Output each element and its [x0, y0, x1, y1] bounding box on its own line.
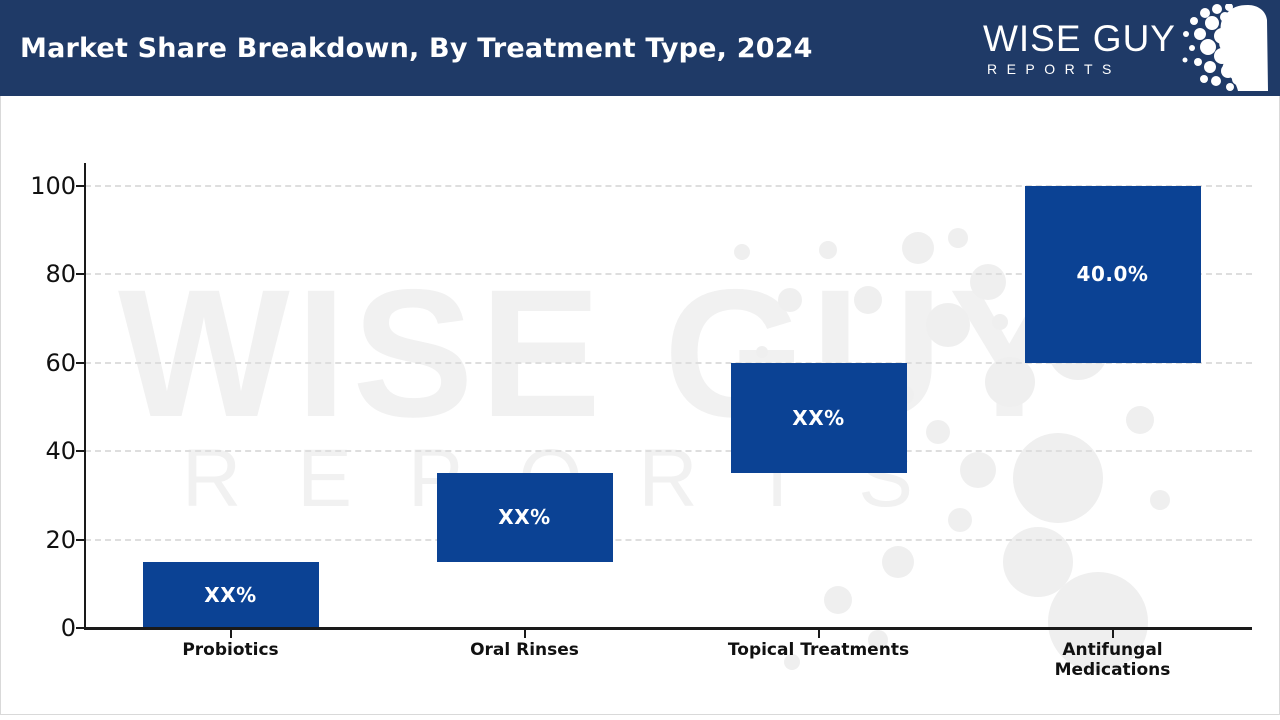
watermark-dot	[854, 286, 882, 314]
gridline	[85, 273, 1252, 276]
watermark-dot	[824, 586, 852, 614]
y-axis-tick-label: 100	[30, 172, 76, 200]
bar-value-label: XX%	[204, 582, 257, 607]
y-tick-mark	[76, 361, 85, 364]
x-tick-mark	[523, 630, 526, 638]
watermark-dot	[868, 630, 888, 650]
watermark-dot	[734, 244, 750, 260]
watermark-dot	[1048, 572, 1148, 672]
watermark-dot	[882, 546, 914, 578]
x-tick-mark	[1111, 630, 1114, 638]
x-axis-line	[84, 627, 1252, 630]
gridline	[85, 185, 1252, 187]
x-tick-mark	[229, 630, 232, 638]
brand-subname: REPORTS	[986, 61, 1121, 77]
x-axis-category-label: Topical Treatments	[727, 640, 910, 660]
watermark-dot	[926, 303, 970, 347]
x-axis-category-label: Antifungal Medications	[1054, 640, 1171, 680]
watermark-dot	[948, 228, 968, 248]
bar-value-label: 40.0%	[1076, 262, 1149, 287]
y-tick-mark	[76, 627, 85, 629]
logo-face-icon	[1182, 4, 1268, 91]
x-axis-category-label: Probiotics	[182, 640, 279, 660]
x-axis-category-label: Oral Rinses	[470, 640, 579, 660]
y-tick-mark	[76, 185, 85, 187]
watermark-dot	[985, 357, 1035, 407]
gridline	[85, 361, 1252, 364]
watermark-dot	[784, 654, 800, 670]
bar: XX%	[730, 362, 907, 474]
watermark-brand-text: WISE GUY	[118, 251, 1077, 455]
y-axis-tick-label: 20	[45, 525, 76, 554]
watermark-dot	[819, 241, 837, 259]
y-tick-mark	[76, 450, 85, 453]
watermark-dot	[992, 314, 1008, 330]
y-tick-mark	[76, 273, 85, 276]
watermark-dot	[1126, 406, 1154, 434]
watermark-dot	[948, 508, 972, 532]
watermark-dot	[970, 264, 1006, 300]
y-axis-tick-label: 0	[60, 614, 76, 642]
brand-logo-text: WISE GUY REPORTS	[983, 20, 1176, 76]
watermark-dot	[902, 232, 934, 264]
watermark-dot	[1150, 490, 1170, 510]
watermark-dot	[778, 288, 802, 312]
y-axis-tick-label: 40	[45, 437, 76, 466]
gridline	[85, 450, 1252, 453]
y-axis-tick-label: 60	[45, 348, 76, 377]
bar: XX%	[142, 561, 319, 628]
x-tick-mark	[817, 630, 820, 638]
gridline	[85, 538, 1252, 541]
bar: 40.0%	[1024, 186, 1201, 363]
page-title: Market Share Breakdown, By Treatment Typ…	[20, 32, 813, 64]
watermark-dot	[926, 420, 950, 444]
brand-name: WISE GUY	[982, 18, 1176, 59]
bar-value-label: XX%	[792, 406, 845, 431]
bar-value-label: XX%	[498, 505, 551, 530]
watermark-dot	[756, 346, 768, 358]
y-axis-tick-label: 80	[45, 260, 76, 289]
header-bar: Market Share Breakdown, By Treatment Typ…	[0, 0, 1280, 96]
y-tick-mark	[76, 538, 85, 541]
bar: XX%	[436, 473, 613, 562]
y-axis-line	[84, 163, 86, 630]
watermark-dot	[1013, 433, 1103, 523]
brand-logo: WISE GUY REPORTS	[983, 0, 1270, 96]
watermark-dot	[960, 452, 996, 488]
